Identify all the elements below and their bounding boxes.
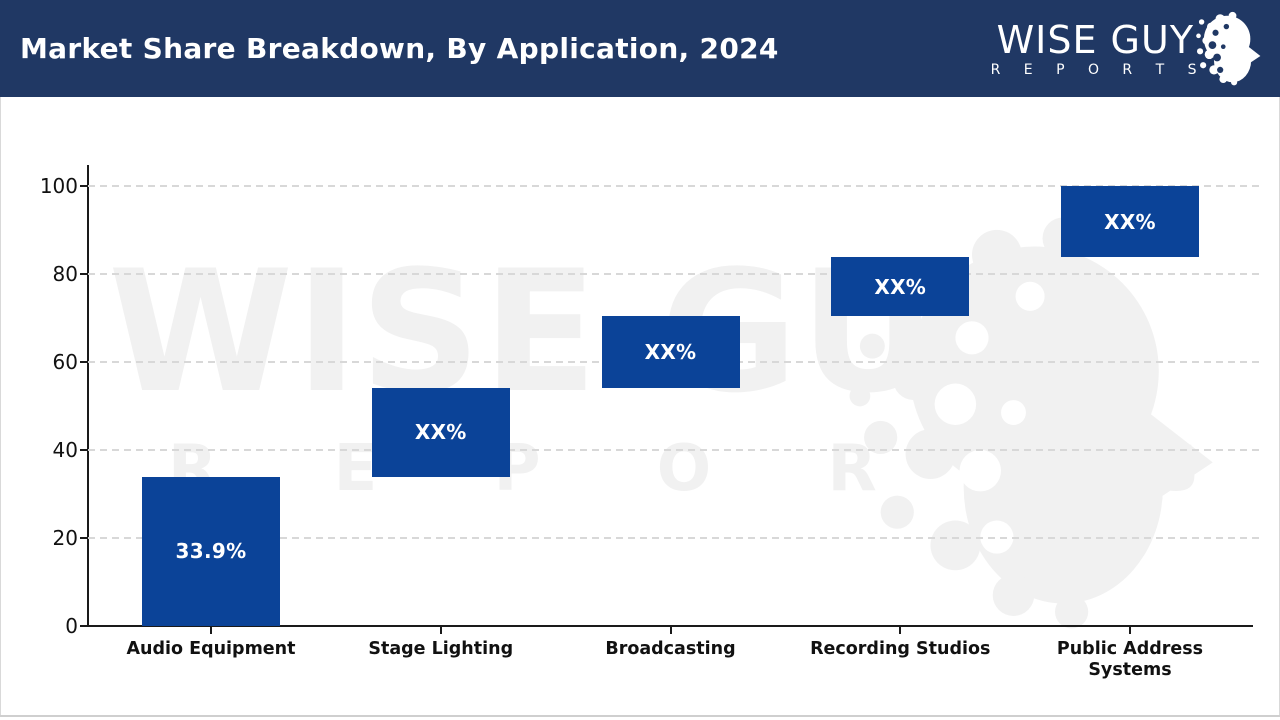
bar-recording-studios: XX%	[831, 257, 970, 316]
content-border-bottom	[0, 715, 1280, 717]
bar-stage-lighting: XX%	[371, 387, 510, 477]
x-tick-mark-0	[210, 627, 212, 634]
bar-audio-equipment: 33.9%	[142, 476, 280, 626]
x-tick-mark-4	[1129, 627, 1131, 634]
gridline-20	[88, 537, 1260, 539]
bar-value-label: XX%	[874, 274, 927, 299]
watermark-head-icon	[845, 217, 1213, 629]
x-category-label-4: Public Address Systems	[1056, 639, 1204, 680]
page-title: Market Share Breakdown, By Application, …	[20, 32, 779, 65]
bar-broadcasting: XX%	[601, 315, 740, 388]
y-tick-label-100: 100	[39, 174, 78, 198]
logo-text: WISE GUY R E P O R T S	[985, 20, 1206, 78]
x-tick-mark-1	[439, 627, 442, 634]
y-tick-mark-20	[80, 537, 87, 539]
y-axis-spine	[87, 165, 89, 626]
x-tick-mark-2	[669, 627, 672, 634]
logo-wordmark: WISE GUY	[996, 18, 1195, 62]
bar-value-label: XX%	[644, 339, 697, 364]
wise-guy-reports-logo: WISE GUY R E P O R T S	[985, 7, 1270, 91]
x-tick-mark-3	[899, 627, 902, 634]
y-tick-label-60: 60	[52, 350, 78, 374]
y-tick-mark-60	[80, 361, 87, 363]
bar-value-label: 33.9%	[175, 539, 247, 564]
y-tick-label-20: 20	[52, 526, 78, 550]
gridline-100	[88, 185, 1260, 187]
y-tick-label-80: 80	[52, 262, 78, 286]
x-category-label-3: Recording Studios	[810, 639, 991, 659]
bar-public-address-systems: XX%	[1061, 186, 1199, 258]
y-tick-mark-0	[80, 625, 87, 627]
y-tick-label-40: 40	[52, 438, 78, 462]
bar-value-label: XX%	[1104, 209, 1156, 234]
dotted-head-icon	[1196, 11, 1261, 86]
y-tick-mark-40	[80, 449, 87, 451]
x-category-label-1: Stage Lighting	[368, 639, 514, 659]
x-category-label-0: Audio Equipment	[126, 639, 296, 659]
content-border-left	[0, 97, 1, 716]
gridline-80	[88, 273, 1260, 275]
bar-value-label: XX%	[414, 420, 467, 445]
y-tick-mark-100	[80, 185, 87, 187]
y-tick-label-0: 0	[65, 614, 78, 638]
logo-subtext: R E P O R T S	[990, 62, 1206, 78]
x-category-label-2: Broadcasting	[605, 639, 736, 659]
x-axis-spine	[87, 625, 1253, 627]
gridline-40	[88, 449, 1260, 451]
header-bar: Market Share Breakdown, By Application, …	[0, 0, 1280, 97]
y-tick-mark-80	[80, 273, 87, 275]
